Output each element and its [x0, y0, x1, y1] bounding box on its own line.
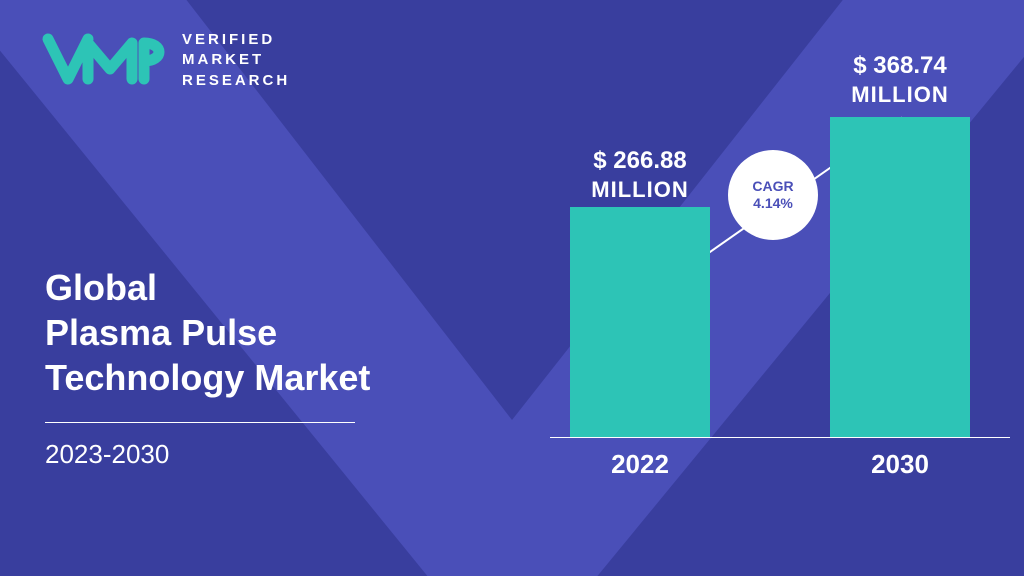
cagr-badge: CAGR 4.14% [728, 150, 818, 240]
bar-chart: $ 266.88 MILLION 2022 $ 368.74 MILLION 2… [540, 20, 1010, 480]
x-axis [550, 437, 1010, 438]
title-line-3: Technology Market [45, 355, 370, 400]
bar-2030 [830, 117, 970, 437]
value-amount: $ 266.88 [550, 145, 730, 176]
forecast-period: 2023-2030 [45, 439, 370, 470]
cagr-label: CAGR [752, 178, 793, 196]
brand-line-2: MARKET [182, 50, 290, 70]
title-line-1: Global [45, 265, 370, 310]
bar-2022 [570, 207, 710, 437]
title-divider [45, 422, 355, 423]
brand-line-1: VERIFIED [182, 30, 290, 50]
value-unit: MILLION [550, 176, 730, 205]
year-2030: 2030 [830, 449, 970, 480]
title-block: Global Plasma Pulse Technology Market 20… [45, 265, 370, 470]
brand-line-3: RESEARCH [182, 71, 290, 91]
vmr-logo-icon [40, 31, 170, 89]
year-2022: 2022 [570, 449, 710, 480]
title-line-2: Plasma Pulse [45, 310, 370, 355]
bar-2022-value: $ 266.88 MILLION [550, 145, 730, 205]
value-unit: MILLION [810, 81, 990, 110]
value-amount: $ 368.74 [810, 50, 990, 81]
bar-2030-value: $ 368.74 MILLION [810, 50, 990, 110]
cagr-value: 4.14% [753, 195, 793, 213]
brand-logo: VERIFIED MARKET RESEARCH [40, 30, 290, 91]
brand-name: VERIFIED MARKET RESEARCH [182, 30, 290, 91]
